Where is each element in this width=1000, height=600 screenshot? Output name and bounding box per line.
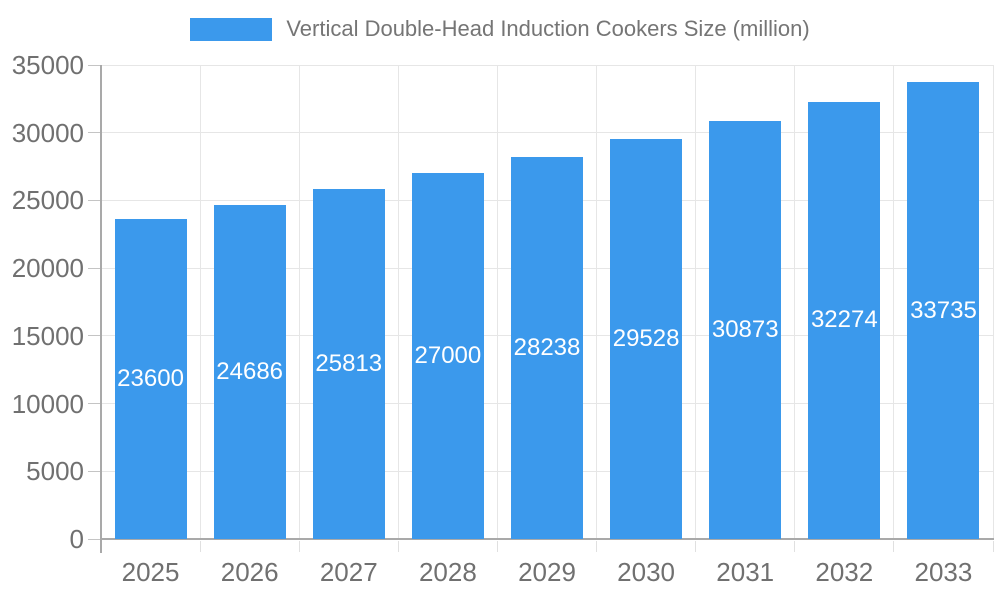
- x-gridline: [496, 65, 498, 539]
- x-tick-label: 2026: [220, 557, 279, 587]
- bar-value-label: 25813: [315, 350, 383, 378]
- x-axis-tick: [596, 541, 598, 552]
- y-tick-label: 0: [69, 524, 84, 554]
- y-tick-label: 10000: [11, 388, 84, 419]
- x-tick-label: 2029: [518, 557, 576, 587]
- bar-value-label: 24686: [216, 357, 284, 385]
- x-axis-line: [100, 538, 994, 540]
- x-tick-label: 2033: [914, 557, 973, 587]
- y-axis-tick: [88, 64, 100, 66]
- x-axis-tick: [695, 541, 697, 552]
- x-tick-label: 2030: [617, 557, 676, 587]
- x-gridline: [992, 65, 994, 539]
- x-tick-label: 2028: [418, 557, 477, 587]
- x-gridline: [596, 65, 598, 539]
- x-axis-tick: [199, 541, 201, 552]
- bar-value-label: 23600: [117, 365, 184, 393]
- bar[interactable]: 28238: [511, 156, 583, 539]
- x-axis-tick: [496, 541, 498, 552]
- x-gridline: [794, 65, 796, 539]
- bar-value-label: 29528: [612, 325, 680, 353]
- x-axis-tick: [397, 541, 399, 552]
- bar[interactable]: 29528: [610, 139, 683, 539]
- bar[interactable]: 33735: [907, 82, 980, 539]
- x-gridline: [893, 65, 895, 539]
- legend-label: Vertical Double-Head Induction Cookers S…: [286, 16, 810, 41]
- x-axis-tick: [992, 541, 994, 552]
- y-axis-tick: [88, 335, 100, 337]
- y-axis-tick: [88, 538, 100, 540]
- x-tick-label: 2027: [319, 557, 378, 587]
- legend-swatch: [190, 17, 273, 41]
- x-gridline: [199, 65, 201, 539]
- y-axis-tick: [88, 267, 100, 269]
- y-axis-tick: [88, 199, 100, 201]
- bar-value-label: 27000: [414, 342, 482, 370]
- bar-value-label: 32274: [810, 306, 878, 334]
- x-axis-tick: [298, 541, 300, 552]
- bar[interactable]: 32274: [808, 101, 881, 539]
- x-gridline: [397, 65, 399, 539]
- bar[interactable]: 24686: [213, 204, 286, 539]
- y-tick-label: 20000: [11, 253, 84, 284]
- y-axis-tick: [88, 132, 100, 134]
- bar-value-label: 33735: [910, 296, 977, 324]
- x-tick-label: 2025: [121, 557, 180, 587]
- y-axis-tick: [88, 403, 100, 405]
- x-axis-tick: [893, 541, 895, 552]
- x-tick-label: 2031: [716, 557, 775, 587]
- x-axis-tick: [794, 541, 796, 552]
- y-axis-line: [100, 65, 102, 553]
- x-gridline: [695, 65, 697, 539]
- y-gridline: [101, 64, 993, 66]
- x-tick-label: 2032: [815, 557, 874, 587]
- y-tick-label: 15000: [11, 320, 84, 351]
- bar[interactable]: 23600: [114, 219, 187, 539]
- x-gridline: [298, 65, 300, 539]
- bar[interactable]: 27000: [411, 173, 484, 539]
- legend[interactable]: Vertical Double-Head Induction Cookers S…: [0, 16, 1000, 42]
- y-tick-label: 30000: [11, 117, 84, 148]
- y-tick-label: 35000: [11, 50, 84, 80]
- y-tick-label: 5000: [26, 456, 84, 487]
- y-axis-tick: [88, 470, 100, 472]
- bar[interactable]: 25813: [312, 189, 385, 539]
- bar-value-label: 30873: [711, 315, 779, 343]
- bar-value-label: 28238: [513, 333, 581, 361]
- bar[interactable]: 30873: [709, 120, 782, 539]
- y-tick-label: 25000: [11, 185, 84, 216]
- y-gridline: [101, 132, 993, 134]
